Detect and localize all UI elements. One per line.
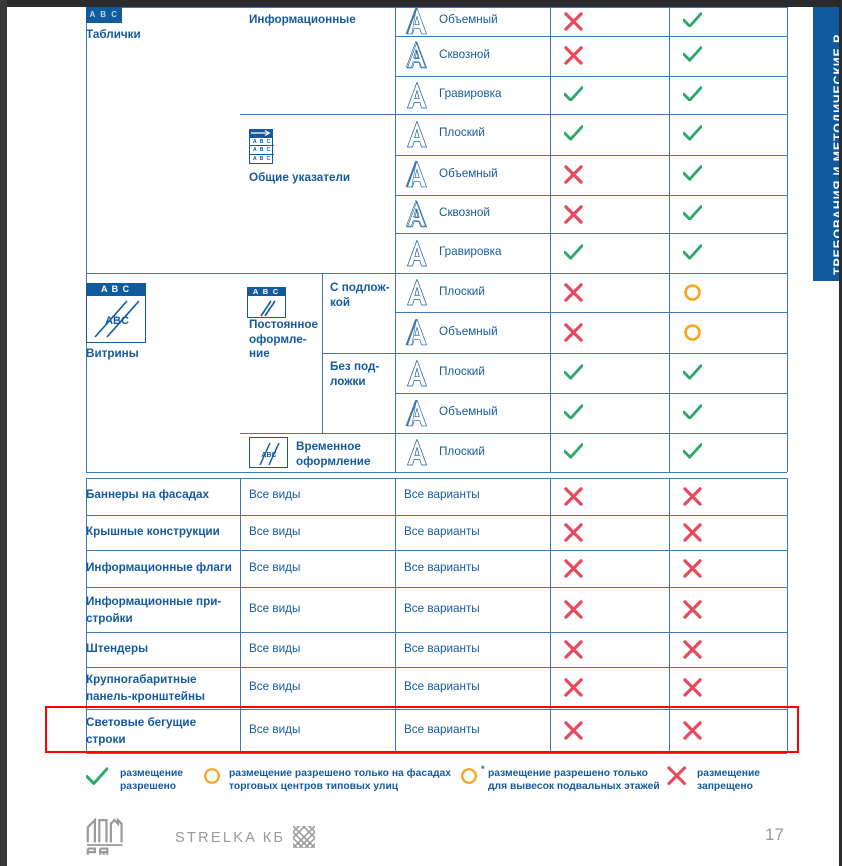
svg-text:ABC: ABC: [261, 452, 276, 459]
svg-text:ABC: ABC: [105, 315, 129, 327]
